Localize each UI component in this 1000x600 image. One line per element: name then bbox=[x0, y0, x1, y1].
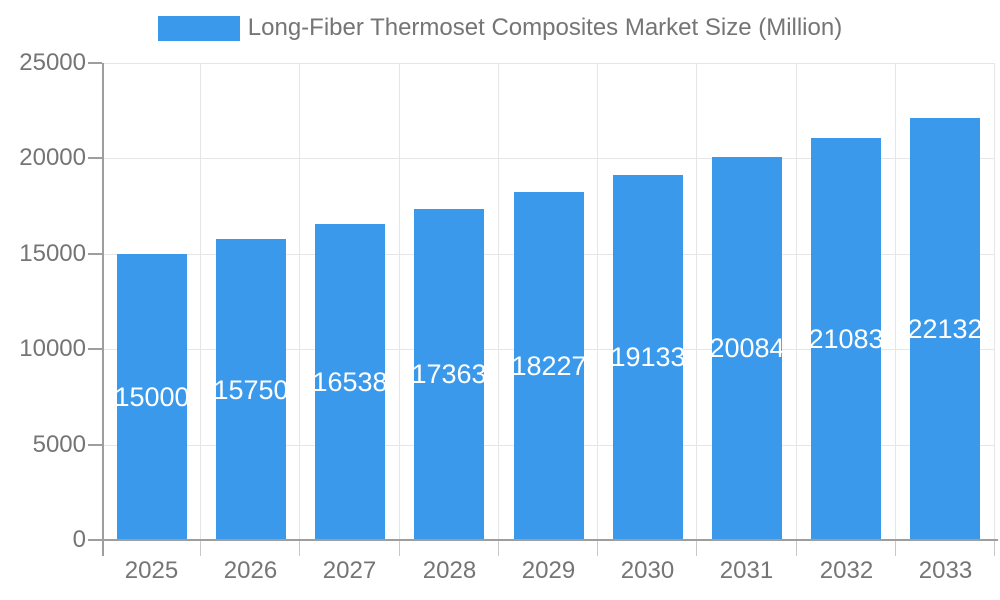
x-gridline bbox=[498, 63, 499, 540]
x-gridline bbox=[399, 63, 400, 540]
bar-2029[interactable] bbox=[514, 192, 584, 540]
x-tick-mark bbox=[696, 541, 697, 556]
x-gridline bbox=[895, 63, 896, 540]
y-tick-mark bbox=[88, 539, 102, 541]
plot-area: 15000 15750 16538 17363 18227 19133 20084 21083… bbox=[102, 63, 995, 540]
bar-2027[interactable] bbox=[315, 224, 385, 540]
bar-value-label: 15750 bbox=[213, 375, 289, 405]
y-tick-mark bbox=[88, 62, 102, 64]
x-tick-mark bbox=[498, 541, 499, 556]
bar-2031[interactable] bbox=[712, 157, 782, 540]
x-tick-mark bbox=[399, 541, 400, 556]
y-tick-mark bbox=[88, 348, 102, 350]
x-gridline bbox=[597, 63, 598, 540]
legend-label: Long-Fiber Thermoset Composites Market S… bbox=[247, 14, 843, 41]
x-tick-label: 2027 bbox=[322, 557, 377, 584]
bar-2025[interactable] bbox=[117, 254, 187, 540]
bar-value-label: 17363 bbox=[411, 359, 487, 389]
x-tick-mark bbox=[299, 541, 300, 556]
x-tick-mark bbox=[796, 541, 797, 556]
x-gridline bbox=[200, 63, 201, 540]
y-tick-label: 20000 bbox=[19, 144, 86, 171]
x-tick-mark bbox=[895, 541, 896, 556]
bar-2030[interactable] bbox=[613, 175, 683, 540]
x-tick-label: 2029 bbox=[521, 557, 576, 584]
x-axis-line bbox=[102, 539, 998, 541]
bar-2026[interactable] bbox=[216, 239, 286, 540]
x-tick-label: 2030 bbox=[620, 557, 675, 584]
y-gridline bbox=[102, 63, 995, 64]
bar-value-label: 18227 bbox=[511, 351, 587, 381]
bar-2032[interactable] bbox=[811, 138, 881, 540]
y-gridline bbox=[102, 158, 995, 159]
x-tick-mark bbox=[597, 541, 598, 556]
y-tick-label: 10000 bbox=[19, 335, 86, 362]
legend[interactable]: Long-Fiber Thermoset Composites Market S… bbox=[0, 14, 1000, 42]
x-gridline bbox=[994, 63, 995, 540]
bar-value-label: 19133 bbox=[610, 342, 686, 372]
bar-2028[interactable] bbox=[414, 209, 484, 540]
x-gridline bbox=[796, 63, 797, 540]
x-tick-mark bbox=[994, 541, 995, 556]
bar-value-label: 21083 bbox=[808, 324, 884, 354]
x-gridline bbox=[696, 63, 697, 540]
x-tick-label: 2032 bbox=[819, 557, 874, 584]
x-tick-label: 2033 bbox=[918, 557, 973, 584]
legend-swatch bbox=[157, 15, 240, 41]
y-tick-mark bbox=[88, 253, 102, 255]
y-tick-label: 5000 bbox=[32, 431, 86, 458]
bar-value-label: 15000 bbox=[114, 382, 190, 412]
bar-value-label: 22132 bbox=[907, 314, 983, 344]
bar-value-label: 20084 bbox=[709, 333, 785, 363]
x-tick-label: 2026 bbox=[223, 557, 278, 584]
y-tick-mark bbox=[88, 444, 102, 446]
y-tick-label: 0 bbox=[72, 526, 86, 553]
bar-value-label: 16538 bbox=[312, 367, 388, 397]
y-tick-mark bbox=[88, 157, 102, 159]
x-tick-mark bbox=[200, 541, 201, 556]
x-tick-label: 2025 bbox=[124, 557, 179, 584]
y-axis-line bbox=[102, 63, 104, 556]
y-tick-label: 25000 bbox=[19, 49, 86, 76]
x-tick-label: 2028 bbox=[422, 557, 477, 584]
x-tick-label: 2031 bbox=[719, 557, 774, 584]
bar-2033[interactable] bbox=[910, 118, 980, 540]
x-gridline bbox=[299, 63, 300, 540]
y-tick-label: 15000 bbox=[19, 240, 86, 267]
